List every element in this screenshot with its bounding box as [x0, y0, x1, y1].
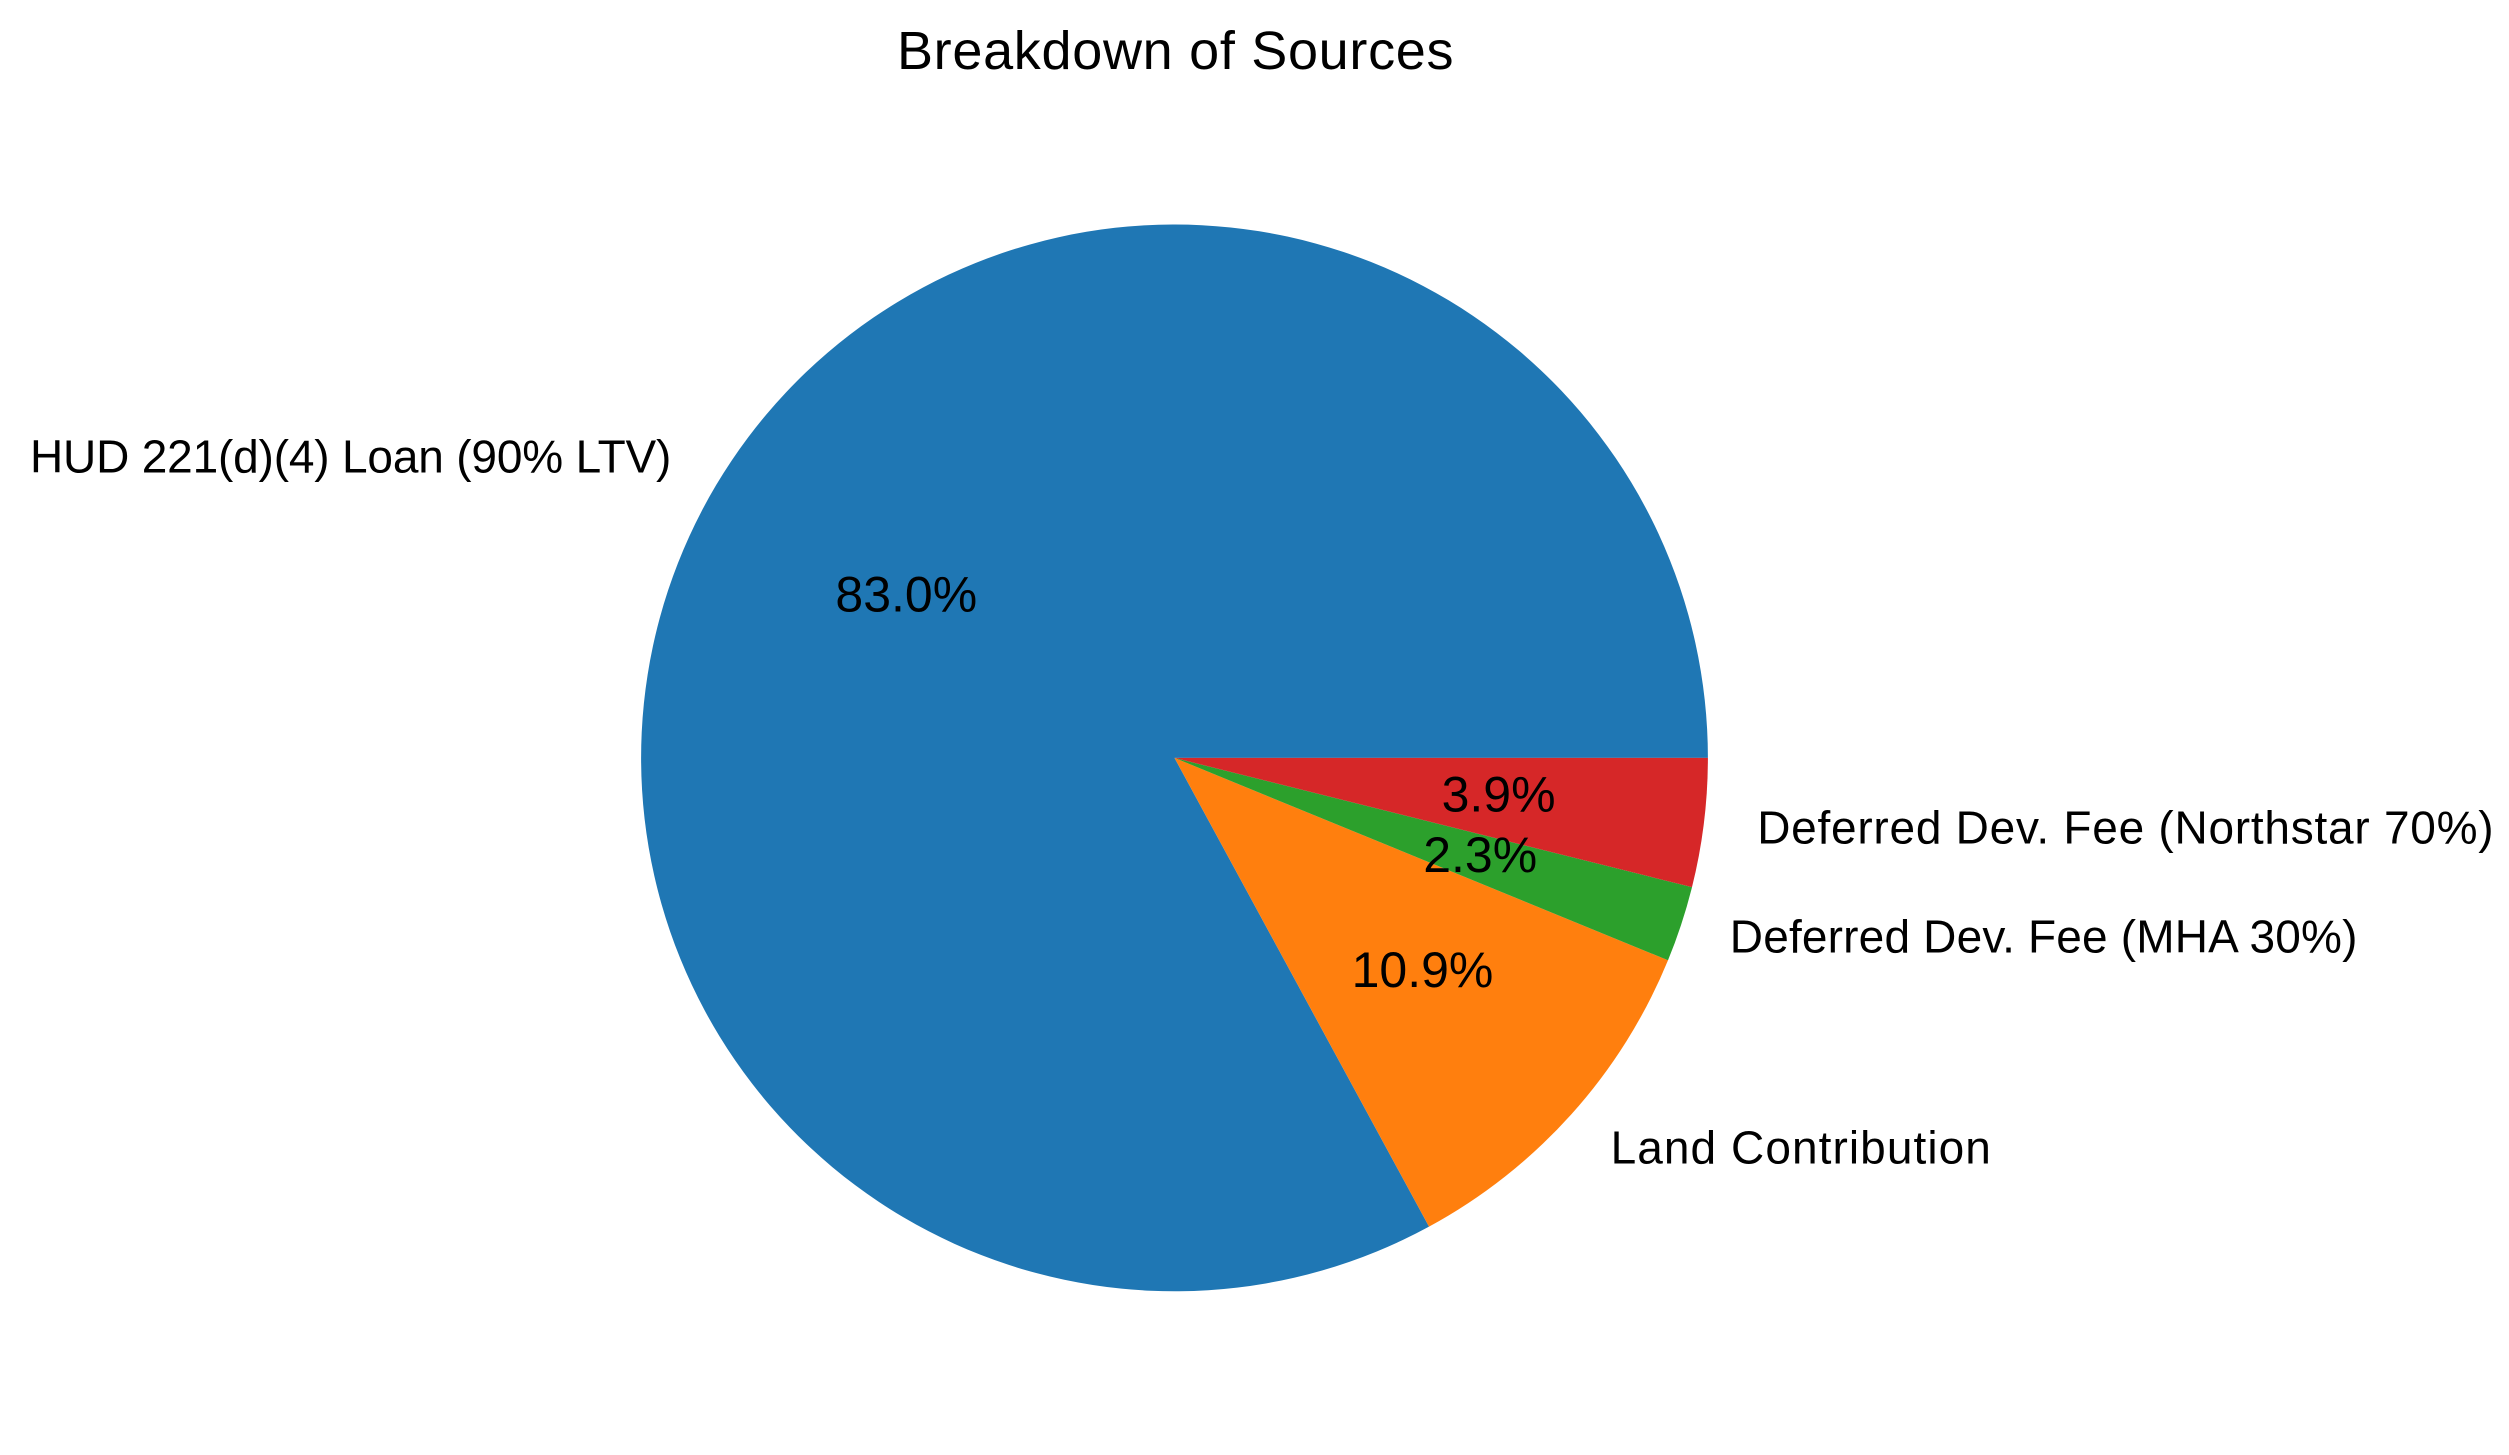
svg-text:Deferred Dev. Fee (Northstar 7: Deferred Dev. Fee (Northstar 70%) [1757, 802, 2494, 854]
svg-text:HUD 221(d)(4) Loan (90% LTV): HUD 221(d)(4) Loan (90% LTV) [30, 431, 671, 483]
svg-text:2.3%: 2.3% [1423, 827, 1537, 883]
svg-text:Breakdown of Sources: Breakdown of Sources [897, 21, 1454, 81]
svg-text:3.9%: 3.9% [1442, 767, 1556, 823]
svg-text:10.9%: 10.9% [1352, 942, 1494, 998]
svg-text:83.0%: 83.0% [835, 566, 977, 622]
svg-text:Deferred Dev. Fee (MHA 30%): Deferred Dev. Fee (MHA 30%) [1730, 910, 2358, 962]
svg-text:Land Contribution: Land Contribution [1611, 1122, 1992, 1174]
